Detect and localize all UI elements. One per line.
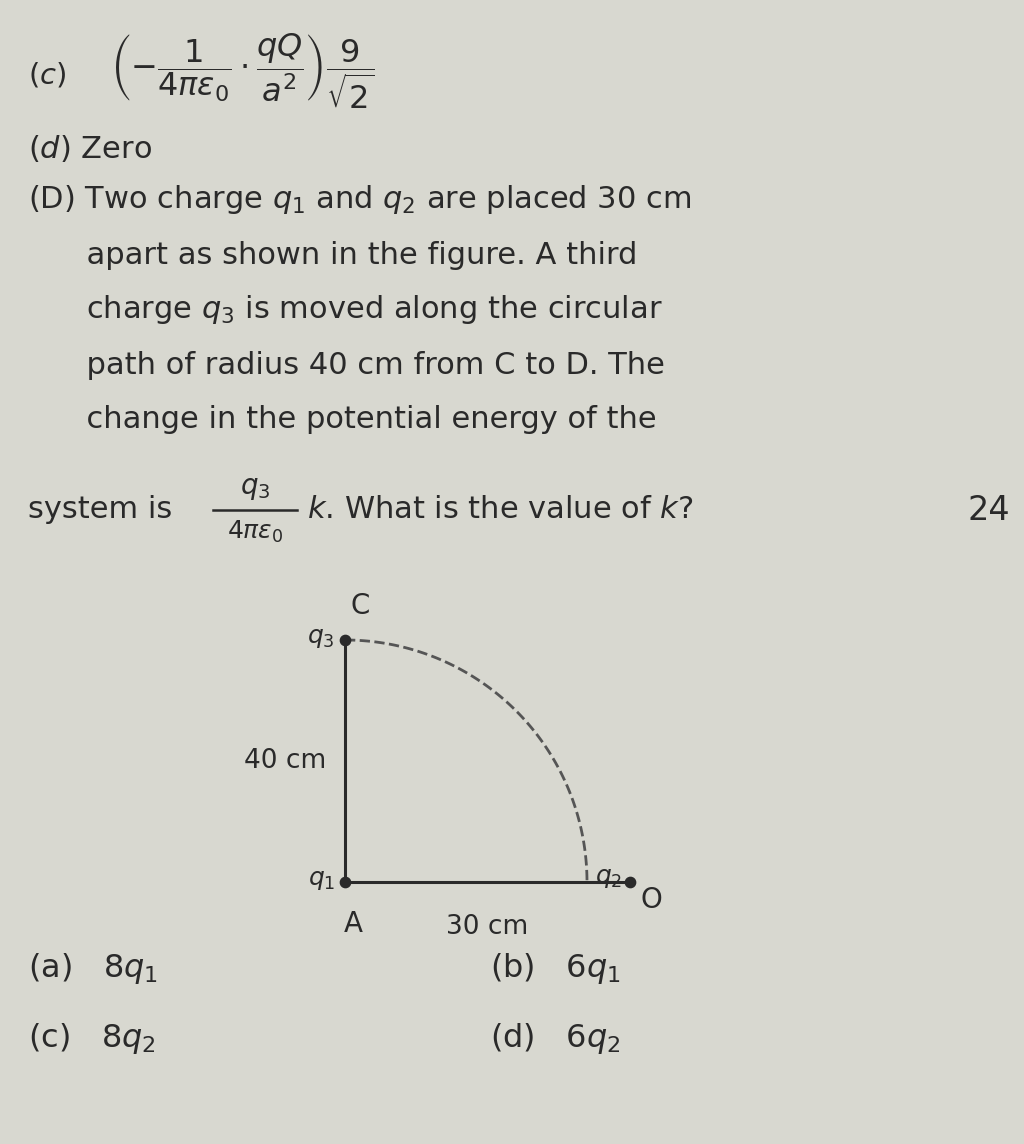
Text: $\left(-\dfrac{1}{4\pi\varepsilon_0}\cdot\dfrac{qQ}{a^2}\right)\dfrac{9}{\sqrt{2: $\left(-\dfrac{1}{4\pi\varepsilon_0}\cdo… [110, 32, 375, 112]
Point [622, 873, 638, 891]
Text: $q_3$: $q_3$ [307, 626, 335, 650]
Text: $4\pi\varepsilon_0$: $4\pi\varepsilon_0$ [226, 519, 284, 545]
Text: (a)   $8q_1$: (a) $8q_1$ [28, 951, 158, 985]
Text: $(c)$: $(c)$ [28, 61, 67, 89]
Text: (c)   $8q_2$: (c) $8q_2$ [28, 1020, 156, 1056]
Text: $q_3$: $q_3$ [240, 474, 270, 502]
Text: 40 cm: 40 cm [244, 748, 326, 774]
Text: 30 cm: 30 cm [446, 914, 528, 940]
Text: $q_2$: $q_2$ [595, 866, 622, 890]
Text: charge $q_3$ is moved along the circular: charge $q_3$ is moved along the circular [28, 294, 663, 326]
Text: A: A [343, 909, 362, 938]
Text: 24: 24 [968, 493, 1010, 526]
Point [337, 630, 353, 649]
Text: system is: system is [28, 495, 172, 524]
Text: (b)   $6q_1$: (b) $6q_1$ [490, 951, 621, 985]
Text: $(d)$ Zero: $(d)$ Zero [28, 133, 152, 164]
Point [337, 873, 353, 891]
Text: O: O [640, 885, 662, 914]
Text: change in the potential energy of the: change in the potential energy of the [28, 405, 656, 435]
Text: C: C [351, 591, 371, 620]
Text: apart as shown in the figure. A third: apart as shown in the figure. A third [28, 240, 637, 270]
Text: path of radius 40 cm from C to D. The: path of radius 40 cm from C to D. The [28, 350, 665, 380]
Text: (D) Two charge $q_1$ and $q_2$ are placed 30 cm: (D) Two charge $q_1$ and $q_2$ are place… [28, 183, 691, 216]
Text: $q_1$: $q_1$ [307, 868, 335, 892]
Text: (d)   $6q_2$: (d) $6q_2$ [490, 1020, 621, 1056]
Text: $k$. What is the value of $k$?: $k$. What is the value of $k$? [307, 495, 693, 524]
